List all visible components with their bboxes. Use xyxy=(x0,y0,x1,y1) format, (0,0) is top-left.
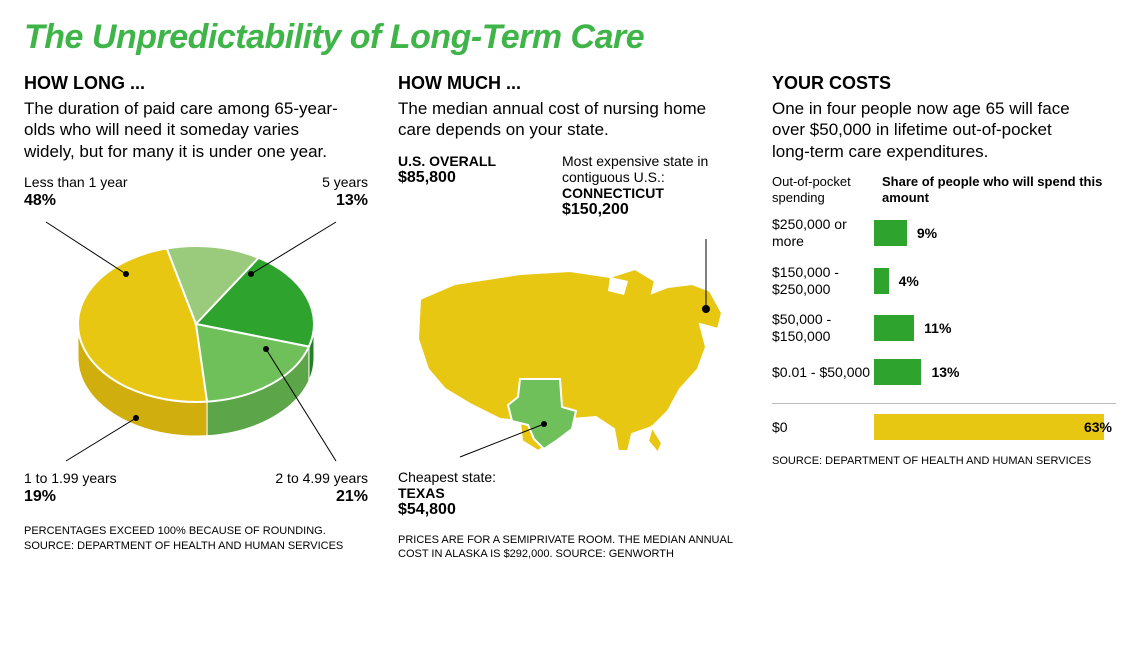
bar-rows: $250,000 or more9%$150,000 - $250,0004%$… xyxy=(772,216,1116,440)
pie-label-y2-5: 2 to 4.99 years 21% xyxy=(275,470,368,510)
bar-cell: 63% xyxy=(874,414,1116,440)
bar-pct: 11% xyxy=(924,320,951,336)
pie-upper-labels: Less than 1 year 48% 5 years 13% xyxy=(24,174,368,214)
pie-label-y2-5-pct: 21% xyxy=(275,487,368,506)
col-howmuch: HOW MUCH ... The median annual cost of n… xyxy=(398,73,742,562)
col-yourcosts: YOUR COSTS One in four people now age 65… xyxy=(772,73,1116,562)
bar xyxy=(874,315,914,341)
bar-cell: 11% xyxy=(874,315,1116,341)
howlong-footnote: PERCENTAGES EXCEED 100% BECAUSE OF ROUND… xyxy=(24,524,368,554)
pie-svg xyxy=(36,214,356,464)
pie-chart xyxy=(24,214,368,464)
bar-range: $0 xyxy=(772,419,874,436)
most-expensive-name: CONNECTICUT xyxy=(562,185,742,201)
bar-row: $0 63% xyxy=(772,403,1116,440)
bar-range: $0.01 - $50,000 xyxy=(772,364,874,381)
us-overall-label: U.S. OVERALL xyxy=(398,153,496,169)
yourcosts-desc: One in four people now age 65 will face … xyxy=(772,98,1092,162)
bar-range: $150,000 - $250,000 xyxy=(772,264,874,298)
bar-column-labels: Out-of-pocket spending Share of people w… xyxy=(772,174,1116,207)
bar-pct: 13% xyxy=(931,364,959,380)
howmuch-desc: The median annual cost of nursing home c… xyxy=(398,98,718,141)
bar-cell: 13% xyxy=(874,359,1116,385)
us-overall: U.S. OVERALL $85,800 xyxy=(398,153,496,219)
cheapest: Cheapest state: TEXAS $54,800 xyxy=(398,469,742,519)
pie-label-y1-2-text: 1 to 1.99 years xyxy=(24,470,117,487)
yourcosts-heading: YOUR COSTS xyxy=(772,73,1116,94)
cheapest-name: TEXAS xyxy=(398,485,742,501)
howlong-desc: The duration of paid care among 65-year-… xyxy=(24,98,344,162)
pie-label-y5: 5 years 13% xyxy=(322,174,368,214)
pie-label-y1-2: 1 to 1.99 years 19% xyxy=(24,470,117,510)
pie-lower-labels: 1 to 1.99 years 19% 2 to 4.99 years 21% xyxy=(24,470,368,510)
howmuch-footnote: PRICES ARE FOR A SEMIPRIVATE ROOM. THE M… xyxy=(398,533,742,563)
bar-range: $250,000 or more xyxy=(772,216,874,250)
howmuch-heading: HOW MUCH ... xyxy=(398,73,742,94)
pie-label-y5-pct: 13% xyxy=(322,191,368,210)
bar-row: $0.01 - $50,000 13% xyxy=(772,359,1116,385)
cheapest-value: $54,800 xyxy=(398,501,742,519)
most-expensive: Most expensive state in contiguous U.S.:… xyxy=(562,153,742,219)
bar-row: $150,000 - $250,000 4% xyxy=(772,264,1116,298)
col-howlong: HOW LONG ... The duration of paid care a… xyxy=(24,73,368,562)
pie-label-lt1: Less than 1 year 48% xyxy=(24,174,128,214)
pie-label-y1-2-pct: 19% xyxy=(24,487,117,506)
most-expensive-value: $150,200 xyxy=(562,201,742,219)
pie-label-lt1-pct: 48% xyxy=(24,191,128,210)
bar-cell: 4% xyxy=(874,268,1116,294)
most-expensive-intro: Most expensive state in contiguous U.S.: xyxy=(562,153,742,185)
page-title: The Unpredictability of Long-Term Care xyxy=(24,18,1116,57)
bar-pct: 9% xyxy=(917,225,937,241)
bar-pct: 63% xyxy=(1084,419,1112,435)
columns: HOW LONG ... The duration of paid care a… xyxy=(24,73,1116,562)
bar xyxy=(874,220,907,246)
howlong-heading: HOW LONG ... xyxy=(24,73,368,94)
pie-label-lt1-text: Less than 1 year xyxy=(24,174,128,191)
bar-cell: 9% xyxy=(874,220,1116,246)
bar-range: $50,000 - $150,000 xyxy=(772,311,874,345)
bar xyxy=(874,359,921,385)
cheapest-intro: Cheapest state: xyxy=(398,469,742,485)
bar xyxy=(874,414,1104,440)
map-header: U.S. OVERALL $85,800 Most expensive stat… xyxy=(398,153,742,219)
pie-label-y5-text: 5 years xyxy=(322,174,368,191)
bar-row: $50,000 - $150,000 11% xyxy=(772,311,1116,345)
yourcosts-footnote: SOURCE: DEPARTMENT OF HEALTH AND HUMAN S… xyxy=(772,454,1116,469)
bar-col-right: Share of people who will spend this amou… xyxy=(882,174,1116,207)
bar-row: $250,000 or more 9% xyxy=(772,216,1116,250)
bar-pct: 4% xyxy=(899,273,919,289)
bar-col-left: Out-of-pocket spending xyxy=(772,174,882,207)
bar xyxy=(874,268,889,294)
us-overall-value: $85,800 xyxy=(398,169,496,187)
pie-label-y2-5-text: 2 to 4.99 years xyxy=(275,470,368,487)
us-map xyxy=(400,229,740,459)
